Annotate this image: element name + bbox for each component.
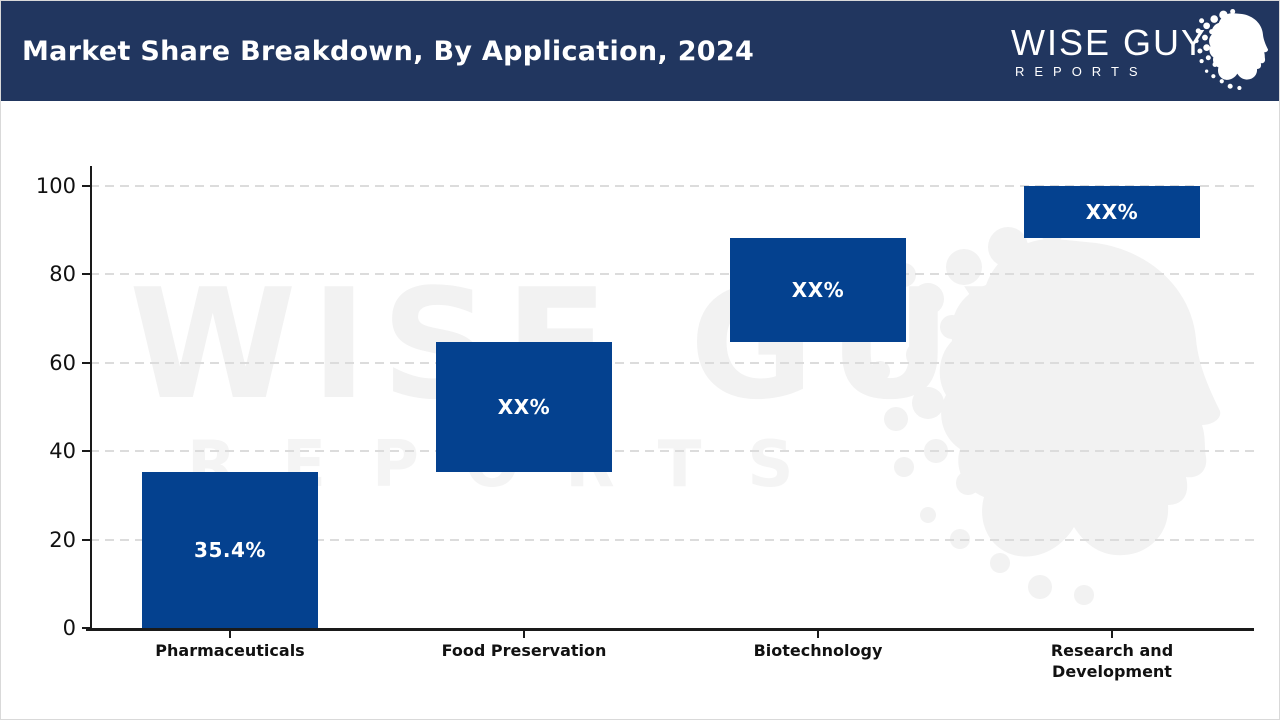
wiseguy-logo: WISE GUY REPORTS <box>1010 9 1279 93</box>
y-tick-label: 60 <box>49 350 76 375</box>
page-title: Market Share Breakdown, By Application, … <box>22 35 755 67</box>
x-tick <box>229 631 231 638</box>
header: Market Share Breakdown, By Application, … <box>1 1 1279 101</box>
y-tick-label: 0 <box>62 616 76 640</box>
y-axis <box>90 166 92 631</box>
x-tick-label: Biotechnology <box>753 641 883 660</box>
logo-wordmark: WISE GUY REPORTS <box>1010 21 1207 79</box>
x-tick-label: Pharmaceuticals <box>155 641 305 660</box>
y-tick-label: 80 <box>49 262 76 287</box>
logo-wordmark-line2: REPORTS <box>1014 63 1148 79</box>
watermark-head-icon <box>870 219 1221 605</box>
y-tick-label: 40 <box>49 439 76 464</box>
y-tick-label: 20 <box>49 527 76 552</box>
logo-wordmark-line1: WISE GUY <box>1010 21 1207 63</box>
bar-value-label: 35.4% <box>194 537 266 562</box>
logo-head-icon <box>1194 9 1269 91</box>
bar-pharmaceuticals: 35.4% <box>142 471 318 628</box>
gridline-100 <box>90 185 1254 187</box>
y-tick-20 <box>82 538 90 541</box>
y-tick-40 <box>82 450 90 453</box>
bar-biotechnology: XX% <box>730 238 906 342</box>
bar-value-label: XX% <box>1085 200 1139 225</box>
x-tick <box>817 631 819 638</box>
x-tick <box>1111 631 1113 638</box>
gridline-60 <box>90 361 1254 364</box>
bar-research-and-development: XX% <box>1024 186 1200 239</box>
bar-value-label: XX% <box>791 277 845 302</box>
x-axis <box>86 628 1254 631</box>
bar-value-label: XX% <box>497 394 551 419</box>
bar-food-preservation: XX% <box>436 341 612 472</box>
gridline-80 <box>90 273 1254 276</box>
x-tick-label: Food Preservation <box>441 641 607 660</box>
gridline-20 <box>90 538 1254 541</box>
y-tick-100 <box>82 185 90 187</box>
y-tick-label: 100 <box>35 174 76 198</box>
x-tick-label: Research and Development <box>1050 641 1174 681</box>
y-tick-60 <box>82 361 90 364</box>
y-tick-80 <box>82 273 90 276</box>
x-tick <box>523 631 525 638</box>
gridline-40 <box>90 450 1254 453</box>
